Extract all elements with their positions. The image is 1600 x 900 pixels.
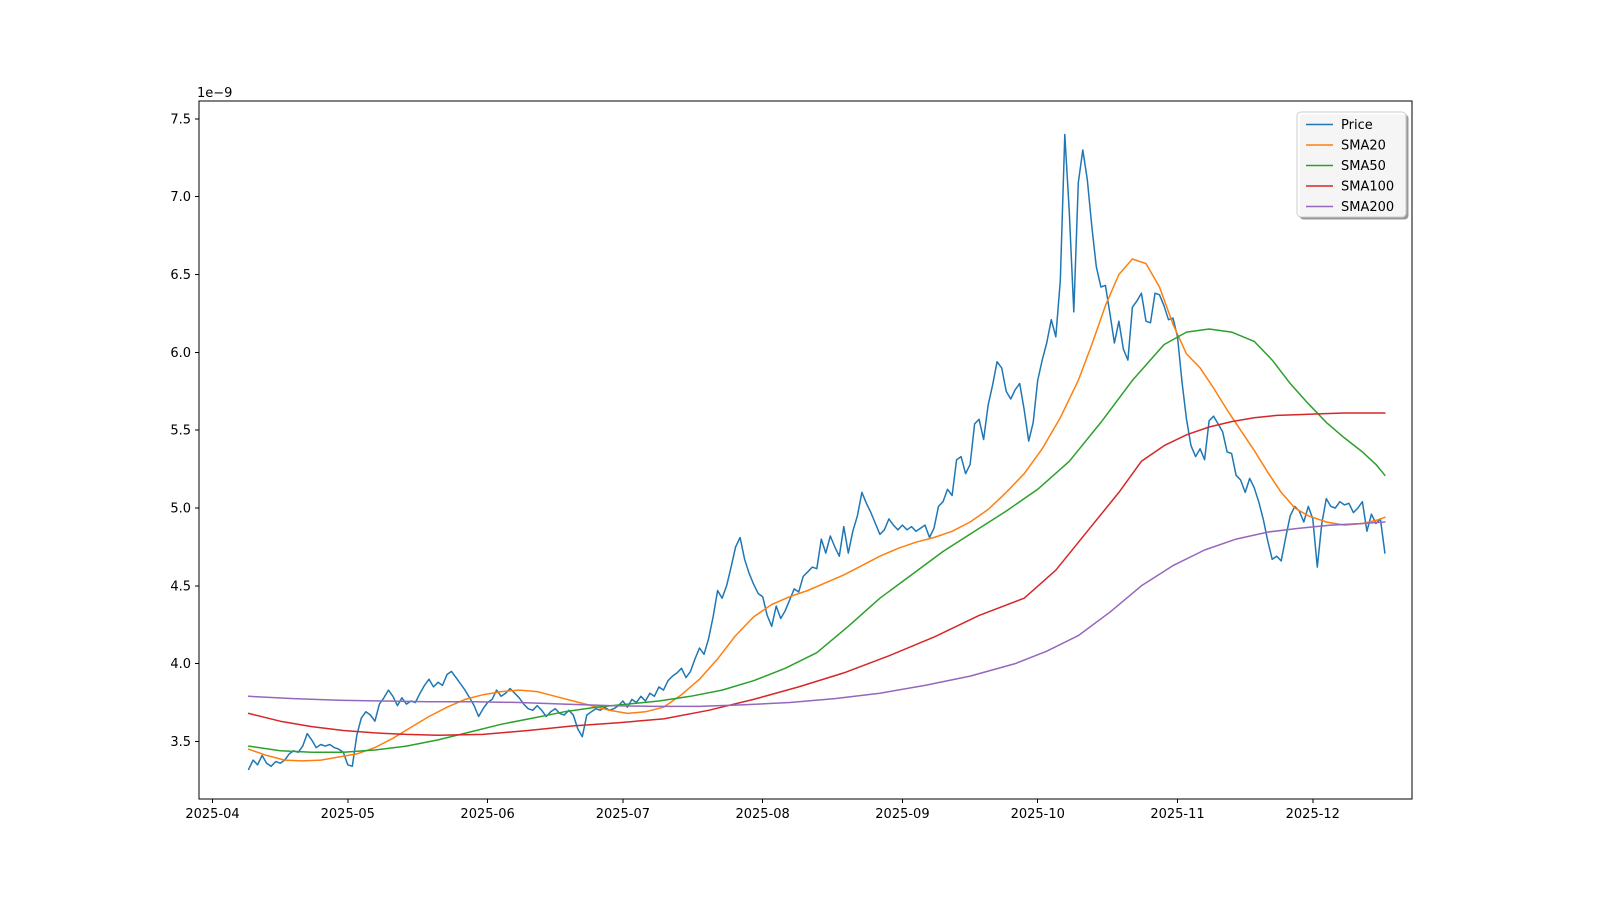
- legend-label-price: Price: [1341, 118, 1373, 133]
- x-tick-label: 2025-05: [321, 807, 375, 822]
- legend-box: [1296, 111, 1407, 218]
- legend-label-sma200: SMA200: [1341, 200, 1394, 215]
- y-tick-label: 7.5: [170, 112, 191, 127]
- x-tick-label: 2025-07: [596, 807, 650, 822]
- y-tick-label: 4.0: [170, 657, 191, 672]
- y-tick-label: 7.0: [170, 190, 191, 205]
- legend-label-sma20: SMA20: [1341, 139, 1386, 154]
- sma20-line: [247, 258, 1386, 762]
- y-tick-label: 6.5: [170, 268, 191, 283]
- x-tick-label: 2025-06: [460, 807, 514, 822]
- x-tick-label: 2025-04: [185, 807, 239, 822]
- price-line: [247, 133, 1386, 771]
- y-tick-label: 5.5: [170, 424, 191, 439]
- plot-border: [198, 100, 1413, 800]
- x-tick-label: 2025-09: [875, 807, 929, 822]
- legend-label-sma50: SMA50: [1341, 159, 1386, 174]
- y-tick-label: 4.5: [170, 579, 191, 594]
- y-tick-label: 6.0: [170, 346, 191, 361]
- y-tick-label: 5.0: [170, 501, 191, 516]
- legend-label-sma100: SMA100: [1341, 180, 1394, 195]
- y-tick-label: 3.5: [170, 735, 191, 750]
- sma100-line: [247, 412, 1386, 736]
- x-tick-label: 2025-11: [1150, 807, 1204, 822]
- x-tick-label: 2025-08: [735, 807, 789, 822]
- sma200-line: [247, 521, 1386, 708]
- x-tick-label: 2025-12: [1286, 807, 1340, 822]
- sma50-line: [247, 328, 1386, 754]
- x-tick-label: 2025-10: [1011, 807, 1065, 822]
- y-axis-offset-label: 1e−9: [197, 86, 232, 101]
